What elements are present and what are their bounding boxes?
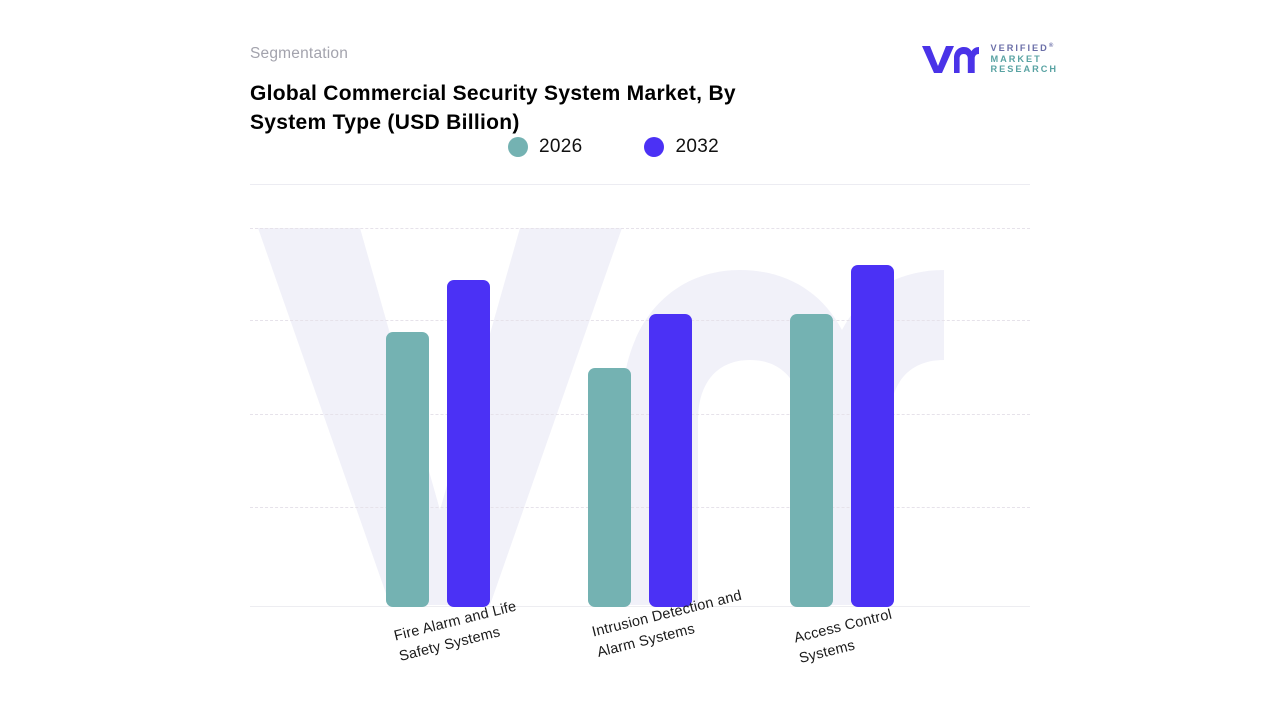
logo-line-market: MARKET [990,53,1042,64]
chart-plot-area [250,210,1030,607]
legend-item-2032[interactable]: 2032 [644,136,719,158]
bar-access-control-2026[interactable] [790,314,833,607]
legend-label-2032: 2032 [675,136,719,157]
x-axis-label-access-control: Access Control Systems [792,606,894,667]
legend-swatch-icon-2026 [508,137,528,157]
registered-mark-icon: ® [1048,42,1054,49]
x-axis-line [250,606,1030,607]
logo-line-verified-text: VERIFIED [990,42,1049,53]
gridline-2 [250,320,1030,321]
chart-legend: 2026 2032 [508,136,719,158]
page-title: Global Commercial Security System Market… [250,81,736,134]
vm-monogram-icon [922,46,980,73]
logo-line-verified: VERIFIED® [990,43,1058,54]
segmentation-eyebrow: Segmentation [250,45,349,62]
legend-item-2026[interactable]: 2026 [508,136,582,158]
header-divider [250,184,1030,185]
logo-wordmark: VERIFIED® MARKET RESEARCH [990,43,1058,76]
legend-label-2026: 2026 [539,136,583,157]
bars-layer [250,210,1030,607]
bar-intrusion-2032[interactable] [649,314,692,607]
bar-intrusion-2026[interactable] [588,368,631,607]
bar-fire-alarm-2026[interactable] [386,332,429,607]
gridline-1 [250,228,1030,229]
logo-line-research: RESEARCH [990,64,1058,75]
verified-market-research-logo: VERIFIED® MARKET RESEARCH [920,42,1058,76]
x-axis-labels: Fire Alarm and Life Safety Systems Intru… [250,588,1040,717]
legend-swatch-icon-2032 [644,137,665,157]
chart-header: Segmentation Global Commercial Security … [250,45,1040,138]
gridline-4 [250,507,1030,508]
gridline-3 [250,414,1030,415]
x-axis-label-fire-alarm: Fire Alarm and Life Safety Systems [392,598,519,665]
bar-fire-alarm-2032[interactable] [447,280,490,607]
bar-access-control-2032[interactable] [851,265,894,607]
